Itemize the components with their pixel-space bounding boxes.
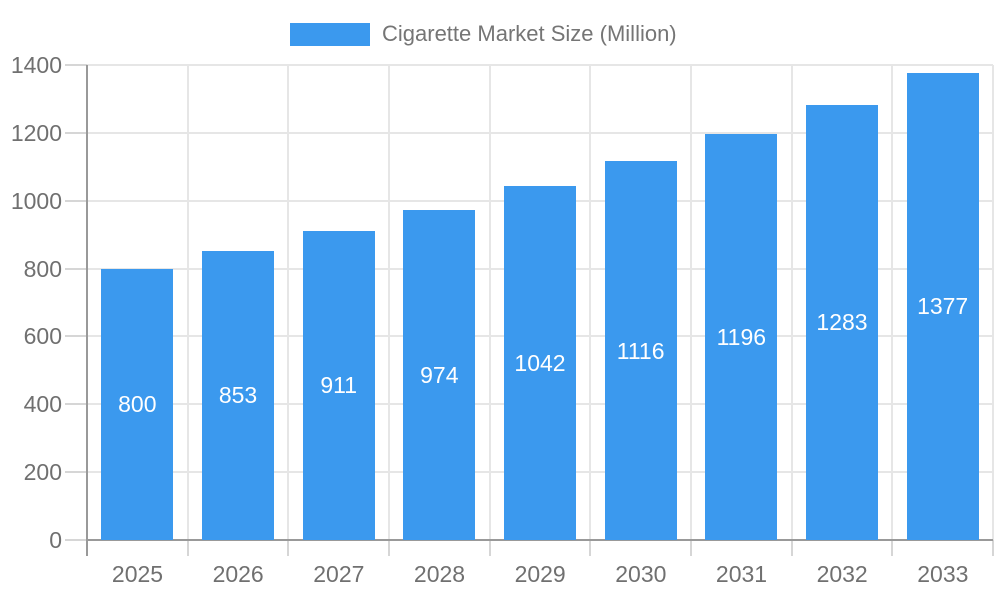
x-axis-line <box>87 539 993 541</box>
x-gridline <box>790 65 793 540</box>
x-tick-mark <box>790 540 793 556</box>
x-gridline <box>589 65 592 540</box>
bar-2031[interactable] <box>705 134 778 540</box>
x-tick-mark <box>488 540 491 556</box>
x-axis-tick-label: 2032 <box>816 561 868 587</box>
bar-value-label: 1042 <box>514 350 566 377</box>
x-tick-mark <box>186 540 189 556</box>
bar-2025[interactable] <box>101 268 174 540</box>
x-gridline <box>287 65 290 540</box>
bar-2028[interactable] <box>403 209 476 540</box>
x-axis-tick-label: 2026 <box>212 561 264 587</box>
y-axis-tick-label: 600 <box>23 323 62 350</box>
y-axis-tick-label: 1200 <box>10 119 62 146</box>
bar-value-label: 1377 <box>917 293 969 320</box>
bar-value-label: 974 <box>420 361 459 388</box>
x-gridline <box>891 65 894 540</box>
bar-value-label: 1196 <box>716 324 767 351</box>
bar-2032[interactable] <box>806 104 878 540</box>
x-tick-mark <box>388 540 390 556</box>
x-gridline <box>388 65 390 540</box>
y-tick-mark <box>65 539 87 541</box>
legend[interactable]: Cigarette Market Size (Million) <box>290 21 677 47</box>
y-axis-tick-label: 400 <box>23 391 62 418</box>
x-axis-tick-label: 2027 <box>313 561 365 587</box>
x-tick-mark <box>589 540 592 556</box>
x-axis-tick-label: 2029 <box>514 561 566 587</box>
y-axis-tick-label: 1400 <box>10 52 62 78</box>
y-gridline <box>87 131 993 134</box>
x-gridline <box>992 65 994 540</box>
bar-value-label: 911 <box>320 372 357 399</box>
y-tick-mark <box>65 64 87 66</box>
x-gridline <box>690 65 692 540</box>
bar-value-label: 800 <box>118 391 157 418</box>
x-axis-tick-label: 2028 <box>413 561 466 587</box>
x-tick-mark <box>690 540 692 556</box>
legend-label: Cigarette Market Size (Million) <box>382 21 677 46</box>
y-axis-tick-label: 200 <box>23 459 62 486</box>
x-gridline <box>488 65 491 540</box>
x-axis-tick-label: 2025 <box>111 561 164 587</box>
y-tick-mark <box>65 267 87 270</box>
bar-value-label: 1283 <box>816 309 868 336</box>
y-tick-mark <box>65 131 87 134</box>
x-tick-mark <box>891 540 894 556</box>
bar-2033[interactable] <box>906 72 979 540</box>
bar-value-label: 1116 <box>616 337 665 364</box>
y-tick-mark <box>65 403 87 406</box>
y-axis-tick-label: 0 <box>49 527 62 553</box>
bar-2027[interactable] <box>302 230 375 540</box>
y-tick-mark <box>65 335 87 338</box>
bar-2029[interactable] <box>504 186 576 540</box>
x-axis-tick-label: 2031 <box>715 561 768 587</box>
y-axis-line <box>86 65 88 556</box>
bar-2026[interactable] <box>202 250 274 540</box>
y-tick-mark <box>65 471 87 474</box>
x-tick-mark <box>287 540 290 556</box>
bar-value-label: 853 <box>218 382 258 409</box>
y-axis-tick-label: 800 <box>23 255 62 282</box>
y-gridline <box>87 64 993 66</box>
y-axis-tick-label: 1000 <box>10 187 62 214</box>
legend-swatch <box>290 22 370 46</box>
x-axis-tick-label: 2033 <box>917 561 969 587</box>
x-axis-tick-label: 2030 <box>615 561 667 587</box>
y-tick-mark <box>65 199 87 202</box>
x-tick-mark <box>992 540 994 556</box>
bar-2030[interactable] <box>604 161 677 540</box>
x-gridline <box>186 65 189 540</box>
